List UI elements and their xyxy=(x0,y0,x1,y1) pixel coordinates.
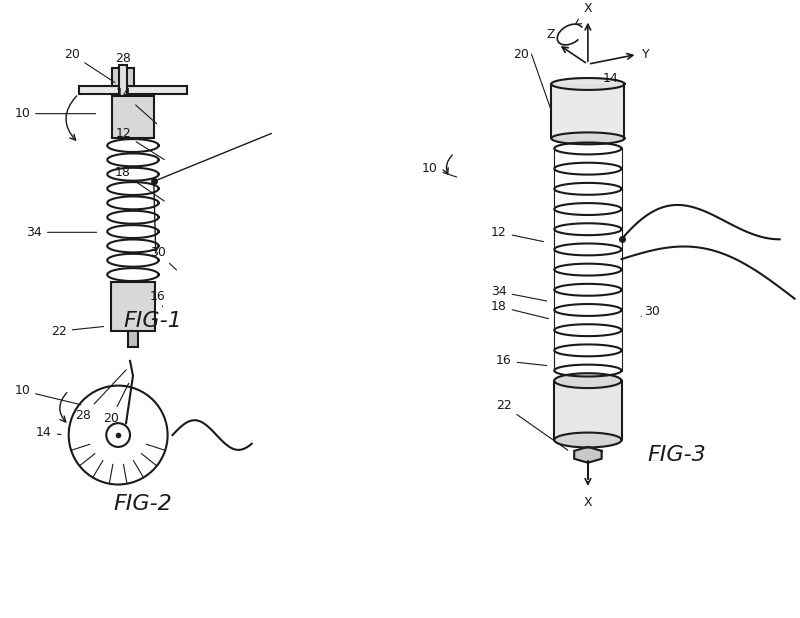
Bar xyxy=(112,96,154,138)
Text: 14: 14 xyxy=(602,72,618,85)
Text: 28: 28 xyxy=(76,370,126,421)
Text: 16: 16 xyxy=(150,290,166,307)
Text: Z: Z xyxy=(546,28,555,41)
Polygon shape xyxy=(574,447,602,463)
Text: 20: 20 xyxy=(513,48,529,61)
Text: X: X xyxy=(583,2,592,15)
Text: 10: 10 xyxy=(14,107,95,120)
Text: 22: 22 xyxy=(496,399,568,451)
Text: 34: 34 xyxy=(26,226,97,239)
Text: 14: 14 xyxy=(115,87,157,124)
Polygon shape xyxy=(551,78,625,90)
Text: 28: 28 xyxy=(115,52,131,68)
Polygon shape xyxy=(554,433,622,447)
Bar xyxy=(128,331,138,347)
Text: 12: 12 xyxy=(491,226,544,242)
Text: 30: 30 xyxy=(150,245,177,270)
Bar xyxy=(112,68,134,86)
Bar xyxy=(119,65,127,96)
Text: X: X xyxy=(583,496,592,509)
Bar xyxy=(111,282,154,331)
Text: 34: 34 xyxy=(491,285,546,301)
Text: 12: 12 xyxy=(115,127,164,159)
Text: 14: 14 xyxy=(36,426,61,439)
Text: 16: 16 xyxy=(496,354,546,367)
Text: 18: 18 xyxy=(115,166,164,201)
Text: 22: 22 xyxy=(51,324,103,337)
Polygon shape xyxy=(554,381,622,440)
Text: 18: 18 xyxy=(491,300,549,319)
Text: 10: 10 xyxy=(14,384,81,405)
Text: 10: 10 xyxy=(422,161,457,177)
Text: 20: 20 xyxy=(103,383,129,425)
Text: FIG-2: FIG-2 xyxy=(114,494,172,514)
Polygon shape xyxy=(554,373,622,388)
Text: FIG-1: FIG-1 xyxy=(123,311,182,331)
Text: FIG-3: FIG-3 xyxy=(647,445,706,465)
Polygon shape xyxy=(551,84,625,138)
Text: 20: 20 xyxy=(64,48,115,82)
Text: Y: Y xyxy=(642,48,650,61)
Polygon shape xyxy=(551,132,625,144)
Text: 30: 30 xyxy=(642,305,660,318)
Bar xyxy=(78,86,187,94)
